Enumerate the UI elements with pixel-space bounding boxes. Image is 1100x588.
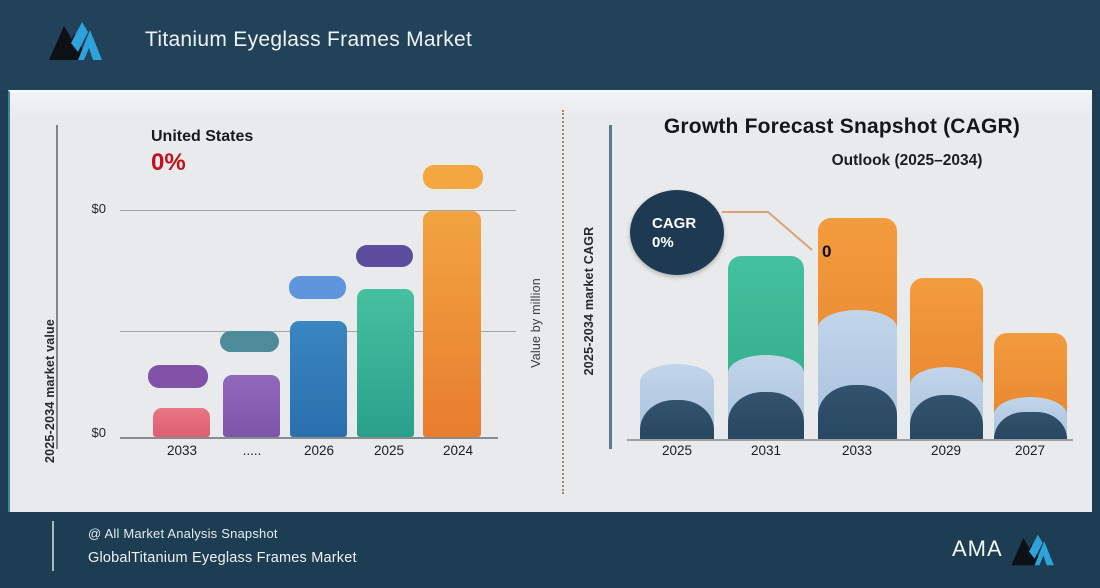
bar-.....	[223, 375, 280, 437]
cagr-callout-line1: CAGR	[652, 214, 697, 232]
footer-brand-text: AMA	[952, 536, 1003, 561]
left-y-tick-lower: $0	[91, 425, 106, 440]
footer-divider-line	[52, 521, 54, 571]
bar-cap-2024	[423, 165, 483, 189]
x-tick-label-2027: 2027	[1014, 443, 1046, 458]
right-x-axis-line	[627, 439, 1073, 441]
bar-cap-2025	[356, 245, 413, 267]
left-x-axis-line	[120, 437, 498, 439]
cagr-annotation: 0	[822, 242, 832, 261]
left-y-axis-label: 2025-2034 market value	[43, 318, 57, 464]
header-bar: Titanium Eyeglass Frames Market	[0, 0, 1100, 90]
x-tick-label-2031: 2031	[750, 443, 782, 458]
bar-cap-2033	[148, 365, 208, 388]
right-chart-title: Growth Forecast Snapshot (CAGR)	[663, 115, 1021, 138]
left-y-axis-line	[56, 125, 58, 449]
panel-divider-line	[562, 110, 564, 494]
bar-2026	[290, 321, 347, 437]
bar-2033	[153, 408, 210, 437]
segment-2025-base	[640, 400, 714, 439]
left-right-axis-label: Value by million	[529, 278, 543, 368]
x-tick-label-2026: 2026	[303, 443, 335, 458]
x-tick-label-2033: 2033	[841, 443, 873, 458]
x-tick-label-2033: 2033	[166, 443, 198, 458]
left-chart-title: United States	[151, 128, 254, 145]
ama-logo-icon	[49, 22, 102, 60]
left-y-tick-upper: $0	[91, 201, 106, 216]
footer-bar: @ All Market Analysis Snapshot GlobalTit…	[0, 512, 1100, 588]
cagr-callout-bubble: CAGR 0%	[630, 190, 724, 275]
footer-report-name: GlobalTitanium Eyeglass Frames Market	[88, 550, 357, 566]
segment-2033-base	[818, 385, 897, 439]
x-tick-label-2029: 2029	[930, 443, 962, 458]
bar-2024	[423, 211, 481, 437]
segment-2029-base	[910, 395, 983, 439]
page-title: Titanium Eyeglass Frames Market	[145, 28, 473, 51]
cagr-callout-line2: 0%	[652, 233, 674, 251]
ama-logo-icon	[1011, 534, 1054, 566]
x-tick-label-2025: 2025	[661, 443, 693, 458]
bar-cap-.....	[220, 331, 279, 352]
segment-2031-base	[728, 392, 804, 439]
x-tick-label-2024: 2024	[442, 443, 474, 458]
x-tick-label-.....: .....	[242, 443, 262, 458]
right-y-axis-label: 2025-2034 market CAGR	[582, 226, 596, 376]
bar-cap-2026	[289, 276, 346, 299]
right-y-axis-line	[609, 125, 612, 449]
bar-2025	[357, 289, 414, 437]
footer-caption: @ All Market Analysis Snapshot	[88, 526, 278, 541]
left-chart-value: 0%	[151, 149, 186, 176]
gridline-upper	[120, 210, 516, 211]
right-chart-subtitle: Outlook (2025–2034)	[831, 152, 983, 169]
segment-2027-base	[994, 412, 1067, 439]
x-tick-label-2025: 2025	[373, 443, 405, 458]
